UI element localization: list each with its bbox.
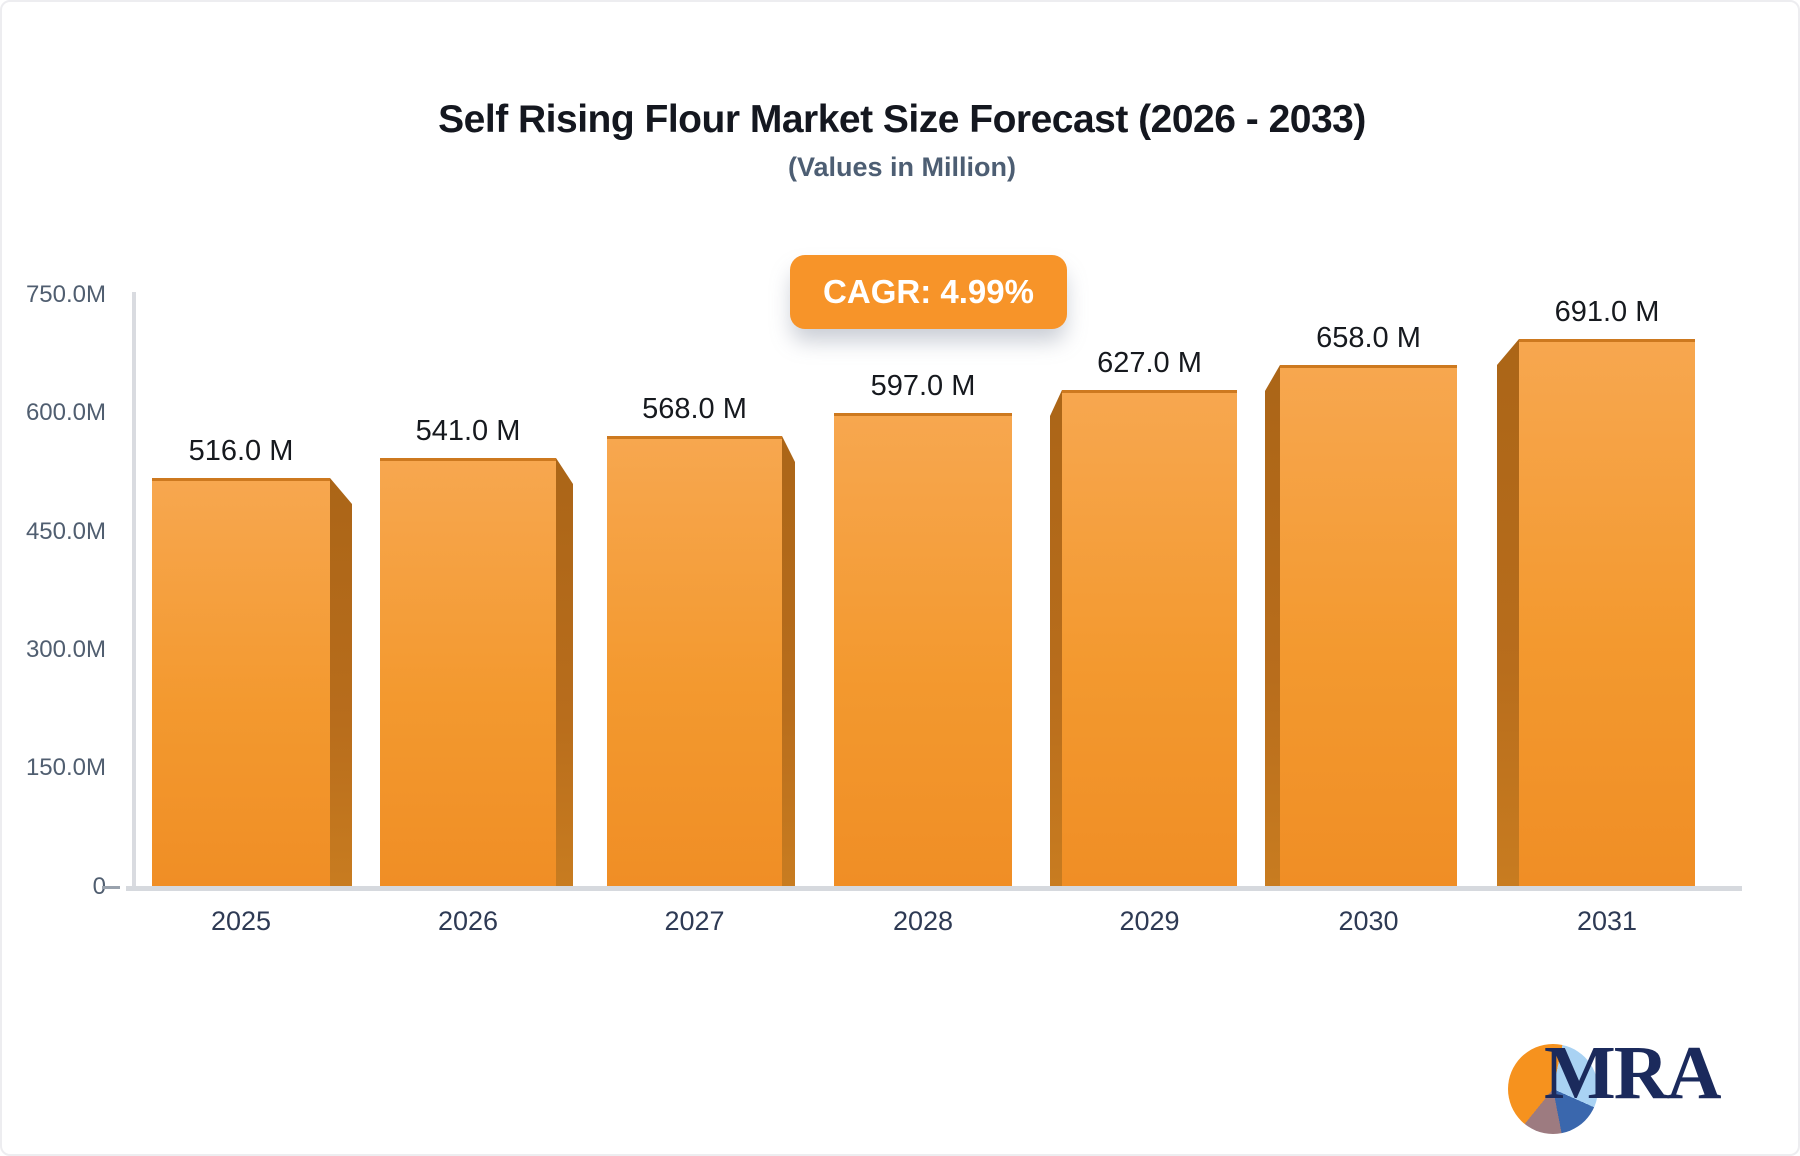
x-tick-label: 2028 [892,906,954,936]
bar-front-2025 [152,478,330,887]
x-tick-label: 2031 [1576,906,1638,936]
y-tick-label: 600.0M [25,399,106,426]
zero-tick-dash [102,886,120,889]
bar-side-2030 [1265,365,1280,887]
bar-side-2027 [782,436,795,887]
y-tick-label: 300.0M [25,636,106,663]
bar-front-2028 [834,413,1012,887]
x-tick-label: 2029 [1119,906,1180,936]
bar-side-2026 [556,458,573,887]
bar-front-2031 [1519,339,1695,887]
x-tick-label: 2026 [437,906,499,936]
bar-value-label: 541.0 M [415,415,521,447]
x-tick-label: 2030 [1338,906,1399,936]
y-axis-line [132,292,136,888]
logo-text: MRA [1544,1031,1722,1115]
chart-subtitle: (Values in Million) [787,152,1017,182]
y-tick-label: 750.0M [25,281,106,308]
bar-side-2025 [330,478,352,887]
bar-front-2026 [380,458,556,887]
logo-pie-icon [1508,1044,1598,1134]
mra-logo: MRA [1508,1030,1748,1140]
y-tick-label: 0 [92,873,106,900]
bar-value-label: 568.0 M [642,393,747,425]
bar-front-2029 [1062,390,1237,887]
y-tick-label: 150.0M [25,754,106,781]
x-tick-label: 2027 [664,906,725,936]
bar-side-2029 [1050,390,1062,887]
bar-value-label: 691.0 M [1554,296,1660,328]
x-tick-label: 2025 [210,906,272,936]
bar-front-2027 [607,436,782,887]
chart-title: Self Rising Flour Market Size Forecast (… [438,98,1366,141]
bar-value-label: 658.0 M [1316,322,1421,354]
bar-side-2031 [1497,339,1519,887]
bar-value-label: 627.0 M [1097,347,1202,379]
bar-value-label: 597.0 M [870,370,976,402]
cagr-badge: CAGR: 4.99% [790,255,1067,329]
bar-value-label: 516.0 M [188,435,294,467]
bar-front-2030 [1280,365,1457,887]
x-axis-line [126,886,1742,891]
y-tick-label: 450.0M [25,518,106,545]
